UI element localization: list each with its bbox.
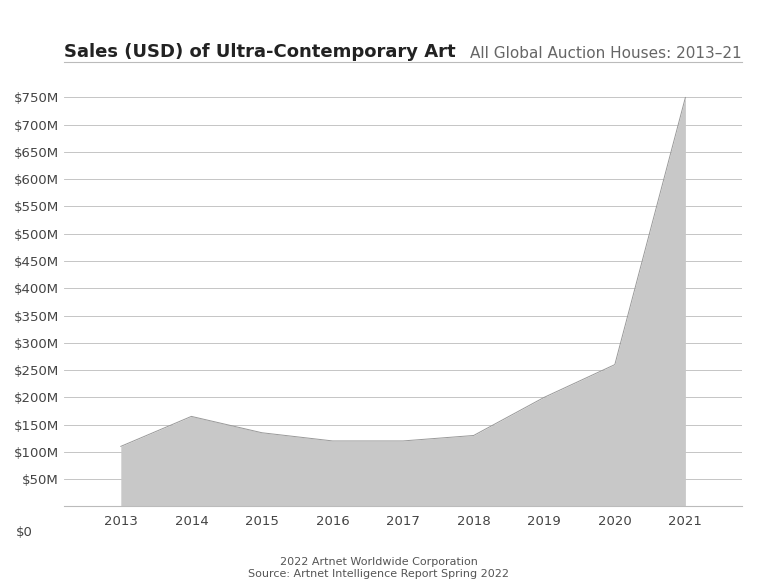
- Text: Source: Artnet Intelligence Report Spring 2022: Source: Artnet Intelligence Report Sprin…: [248, 569, 509, 579]
- Text: Sales (USD) of Ultra-Contemporary Art: Sales (USD) of Ultra-Contemporary Art: [64, 43, 456, 61]
- Text: All Global Auction Houses: 2013–21: All Global Auction Houses: 2013–21: [470, 46, 742, 61]
- Text: $0: $0: [16, 526, 33, 539]
- Text: 2022 Artnet Worldwide Corporation: 2022 Artnet Worldwide Corporation: [279, 558, 478, 567]
